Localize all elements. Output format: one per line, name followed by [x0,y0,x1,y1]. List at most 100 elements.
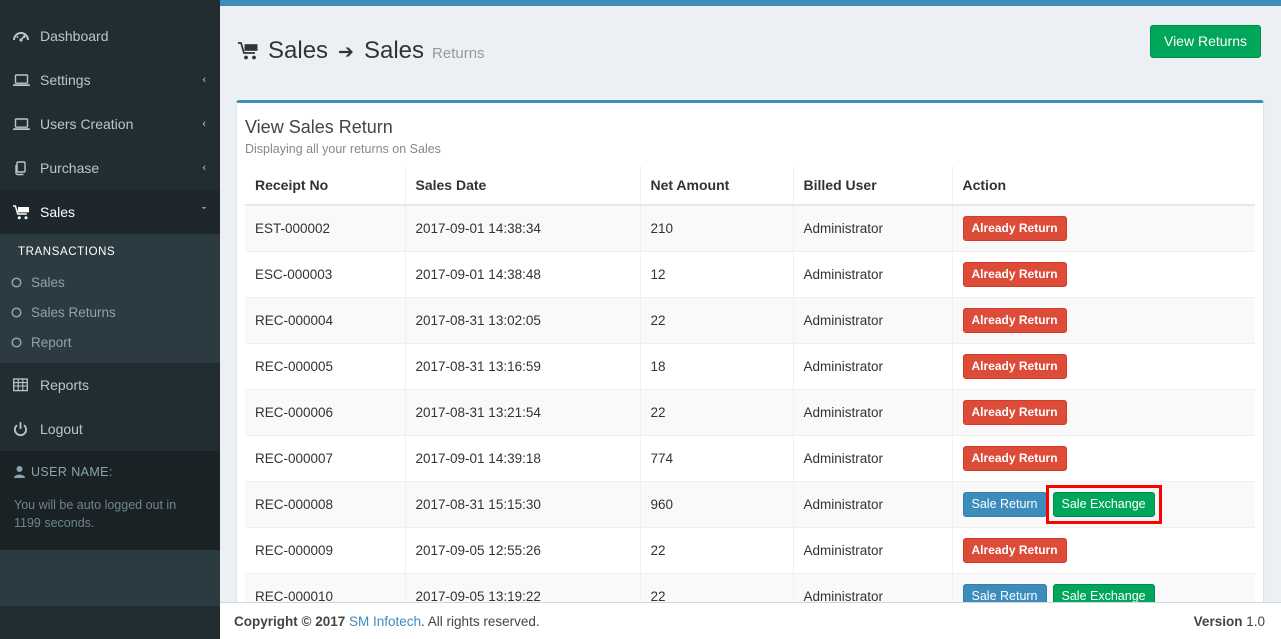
sidebar-item-reports[interactable]: Reports [0,363,220,407]
top-accent-bar [220,0,1281,6]
cell-action: Already Return [952,204,1255,252]
column-header-action: Action [952,166,1255,206]
cell-sales-date: 2017-08-31 15:15:30 [405,481,641,528]
submenu-item-sales-returns[interactable]: Sales Returns [0,297,220,327]
panel-header: View Sales Return Displaying all your re… [237,103,1263,166]
transactions-submenu: TRANSACTIONS Sales Sales Returns Report [0,234,220,363]
action-button-group: Already Return [962,400,1067,425]
submenu-item-sales[interactable]: Sales [0,267,220,297]
cell-net-amount: 12 [640,251,794,298]
already-return-button[interactable]: Already Return [962,400,1067,425]
cell-net-amount: 18 [640,343,794,390]
circle-o-icon [11,276,31,288]
chevron-down-icon: ˇ [202,205,206,218]
sidebar-item-label: Dashboard [40,28,109,44]
cell-billed-user: Administrator [793,527,953,574]
sidebar-item-label: Users Creation [40,116,134,132]
cell-sales-date: 2017-08-31 13:16:59 [405,343,641,390]
sidebar-item-sales[interactable]: Sales ˇ [0,190,220,234]
cell-net-amount: 22 [640,527,794,574]
circle-o-icon [11,306,31,318]
sidebar-item-logout[interactable]: Logout [0,407,220,451]
user-icon [14,466,25,478]
sidebar-bottom-fill [0,550,220,606]
sidebar-item-settings[interactable]: Settings ‹ [0,58,220,102]
submenu-item-report[interactable]: Report [0,327,220,357]
sidebar-item-purchase[interactable]: Purchase ‹ [0,146,220,190]
page-footer: Copyright © 2017 SM Infotech. All rights… [220,602,1281,639]
submenu-item-label: Sales [31,274,65,290]
already-return-button[interactable]: Already Return [962,262,1067,287]
already-return-button[interactable]: Already Return [962,538,1067,563]
already-return-button[interactable]: Already Return [962,354,1067,379]
cell-receipt-no: REC-000009 [245,527,406,574]
cell-receipt-no: REC-000005 [245,343,406,390]
auto-logout-timer: You will be auto logged out in 1199 seco… [14,498,177,530]
already-return-button[interactable]: Already Return [962,308,1067,333]
cell-receipt-no: REC-000006 [245,389,406,436]
view-returns-button[interactable]: View Returns [1149,25,1261,58]
cell-sales-date: 2017-09-01 14:39:18 [405,435,641,482]
cell-sales-date: 2017-09-01 14:38:48 [405,251,641,298]
main-content: Sales ➔ Sales Returns View Returns View … [220,0,1281,639]
cell-billed-user: Administrator [793,251,953,298]
panel-body: Receipt No Sales Date Net Amount Billed Use… [237,166,1263,635]
cell-action: Already Return [952,527,1255,574]
cell-action: Already Return [952,251,1255,298]
table-head: Receipt No Sales Date Net Amount Billed Use… [245,166,1255,206]
cell-net-amount: 960 [640,481,794,528]
sidebar-item-label: Settings [40,72,91,88]
cell-billed-user: Administrator [793,204,953,252]
submenu-heading: TRANSACTIONS [18,246,116,258]
cell-net-amount: 22 [640,389,794,436]
table-row: REC-000006 2017-08-31 13:21:54 22 Administr… [245,389,1255,436]
action-button-group: Already Return [962,216,1067,241]
cell-net-amount: 210 [640,204,794,252]
already-return-button[interactable]: Already Return [962,446,1067,471]
sidebar-nav: Dashboard Settings ‹ Users Creation ‹ Purchas… [0,14,220,234]
sale-return-button[interactable]: Sale Return [962,492,1047,517]
sidebar-user-box: USER NAME: You will be auto logged out i… [0,451,220,550]
cell-billed-user: Administrator [793,343,953,390]
footer-version: Version 1.0 [1194,614,1265,629]
files-icon [13,160,39,176]
column-header-sales-date: Sales Date [405,166,641,206]
cell-billed-user: Administrator [793,389,953,436]
circle-o-icon [11,336,31,348]
cell-sales-date: 2017-08-31 13:02:05 [405,297,641,344]
cell-net-amount: 774 [640,435,794,482]
cell-action: Already Return [952,297,1255,344]
cell-receipt-no: EST-000002 [245,204,406,252]
cell-net-amount: 22 [640,297,794,344]
action-button-group: Already Return [962,354,1067,379]
table-row: EST-000002 2017-09-01 14:38:34 210 Administ… [245,204,1255,252]
chevron-left-icon: ‹ [202,161,206,174]
sidebar-top-spacer [0,0,220,14]
user-name-label: USER NAME: [31,465,113,479]
footer-copyright-suffix: . All rights reserved. [421,613,540,629]
table-row: REC-000008 2017-08-31 15:15:30 960 Administ… [245,481,1255,528]
panel-title: View Sales Return [245,117,393,137]
table-header-row: Receipt No Sales Date Net Amount Billed Use… [245,166,1255,206]
sidebar-item-dashboard[interactable]: Dashboard [0,14,220,58]
footer-company-link[interactable]: SM Infotech [349,613,422,629]
cell-receipt-no: REC-000008 [245,481,406,528]
already-return-button[interactable]: Already Return [962,216,1067,241]
column-header-receipt-no: Receipt No [245,166,406,206]
column-header-billed-user: Billed User [793,166,953,206]
dashboard-icon [13,29,39,43]
laptop-icon [13,73,39,87]
sidebar-item-label: Purchase [40,160,100,176]
sale-exchange-button[interactable]: Sale Exchange [1052,492,1155,517]
action-button-group: Already Return [962,308,1067,333]
highlight-box: Sale Exchange [1045,485,1162,524]
chevron-left-icon: ‹ [202,117,206,130]
footer-version-label: Version [1193,613,1243,629]
submenu-item-label: Report [31,334,72,350]
table-row: REC-000005 2017-08-31 13:16:59 18 Administr… [245,343,1255,390]
sidebar-item-users-creation[interactable]: Users Creation ‹ [0,102,220,146]
chevron-left-icon: ‹ [202,73,206,86]
table-row: REC-000004 2017-08-31 13:02:05 22 Administr… [245,297,1255,344]
panel-subtitle: Displaying all your returns on Sales [245,142,441,156]
